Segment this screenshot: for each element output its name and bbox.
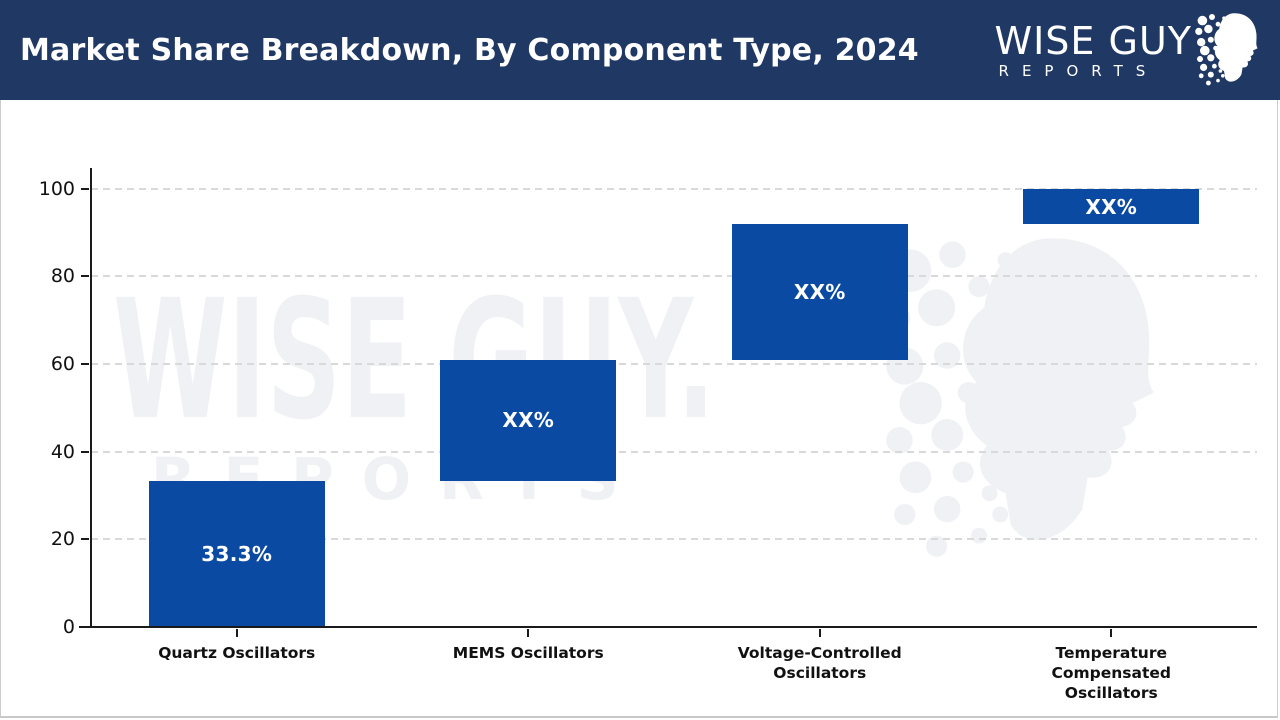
x-tick-2	[818, 629, 821, 637]
logo-wordmark: WISE GUY REPORTS	[995, 22, 1192, 79]
chart-area: WISE GUY. REPORTS 0 20 40 60 80 100 33.3% Quart…	[0, 100, 1278, 718]
wiseguy-logo: WISE GUY REPORTS	[995, 0, 1266, 100]
plot-area: 0 20 40 60 80 100 33.3% Quartz Oscillators XX% ME…	[39, 171, 1257, 702]
category-label: Voltage-Controlled Oscillators	[737, 644, 902, 683]
bar-value-label: XX%	[1085, 194, 1138, 219]
bar-segment: XX%	[440, 359, 617, 481]
category-label: MEMS Oscillators	[452, 644, 604, 662]
logo-head-icon	[1195, 13, 1258, 86]
x-tick-1	[527, 629, 530, 637]
bar-value-label: 33.3%	[201, 541, 273, 566]
x-axis-line	[79, 626, 1257, 628]
gridline-80	[91, 275, 1257, 278]
gridline-20	[91, 538, 1257, 541]
y-tick-40	[81, 450, 89, 453]
gridline-40	[91, 450, 1257, 453]
gridline-100	[91, 187, 1257, 190]
category-label: Temperature Compensated Oscillators	[1051, 644, 1172, 703]
y-tick-100	[81, 187, 89, 190]
bar-segment: XX%	[1023, 188, 1200, 225]
y-tick-label-0: 0	[62, 616, 75, 638]
logo-wordmark-line1: WISE GUY	[994, 18, 1192, 63]
x-tick-3	[1110, 629, 1113, 637]
y-tick-60	[81, 362, 89, 365]
y-tick-80	[81, 275, 89, 278]
bar-segment: XX%	[731, 224, 908, 360]
y-tick-label-100: 100	[38, 177, 75, 200]
logo-wordmark-line2: REPORTS	[998, 61, 1159, 80]
y-axis-line	[90, 168, 92, 627]
category-label: Quartz Oscillators	[158, 644, 316, 662]
x-tick-0	[235, 629, 238, 637]
y-tick-label-80: 80	[50, 265, 75, 288]
gridline-60	[91, 362, 1257, 365]
y-tick-label-20: 20	[50, 528, 75, 551]
bar-value-label: XX%	[502, 408, 555, 433]
bar-value-label: XX%	[793, 280, 846, 304]
bar-segment: 33.3%	[148, 480, 325, 627]
header-band: Market Share Breakdown, By Component Typ…	[0, 0, 1280, 100]
y-tick-20	[81, 538, 89, 541]
y-tick-label-40: 40	[50, 440, 75, 463]
page-title: Market Share Breakdown, By Component Typ…	[20, 32, 919, 68]
y-tick-label-60: 60	[50, 352, 75, 375]
